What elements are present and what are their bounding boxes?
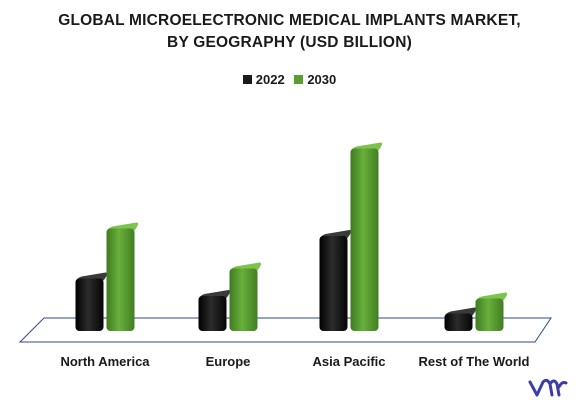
legend-swatch-2030 (294, 75, 304, 84)
legend-swatch-2022 (242, 75, 252, 84)
bar-asia-pacific-2022 (319, 230, 352, 331)
bar-asia-pacific-2030 (350, 142, 383, 331)
legend-item-2022: 2022 (242, 72, 285, 87)
x-axis-label-europe: Europe (206, 354, 251, 369)
legend-item-2030: 2030 (294, 72, 336, 87)
vmr-logo-icon (528, 378, 568, 397)
legend-label-2022: 2022 (255, 72, 285, 87)
chart-title: GLOBAL MICROELECTRONIC MEDICAL IMPLANTS … (0, 10, 579, 54)
x-axis-label-north-america: North America (60, 354, 150, 369)
bar-north-america-2022 (75, 272, 108, 331)
x-axis-label-rest-of-the-world: Rest of The World (419, 354, 530, 369)
x-axis-label-asia-pacific: Asia Pacific (313, 354, 386, 369)
chart-title-line-2: BY GEOGRAPHY (USD BILLION) (167, 34, 412, 51)
chart-legend: 2022 2030 (0, 72, 579, 87)
bar-rest-of-the-world-2022 (444, 307, 477, 331)
bar-north-america-2030 (106, 222, 139, 331)
bar-europe-2030 (229, 262, 262, 331)
bar-rest-of-the-world-2030 (475, 292, 508, 331)
bar-europe-2022 (198, 290, 231, 331)
chart-floor (18, 317, 552, 343)
legend-label-2030: 2030 (307, 72, 337, 87)
chart-title-line-1: GLOBAL MICROELECTRONIC MEDICAL IMPLANTS … (58, 12, 521, 29)
